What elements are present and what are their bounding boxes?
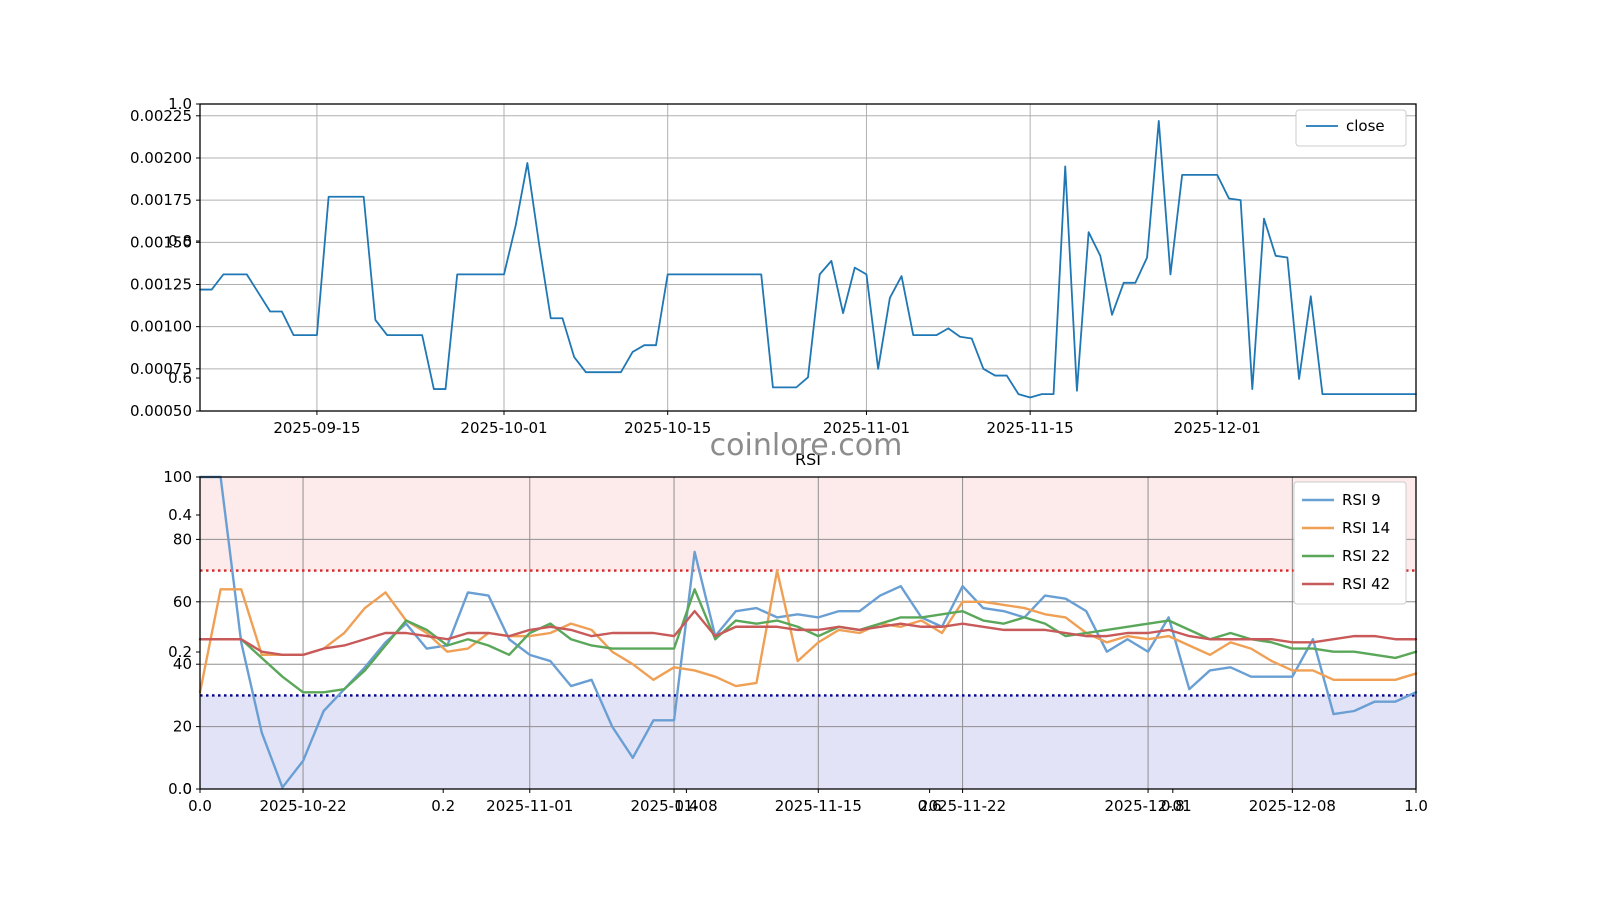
price-ytick-label-5: 0.00175 bbox=[130, 191, 192, 209]
price-legend: close bbox=[1295, 109, 1407, 147]
rsi-xtick-label-6: 2025-12-08 bbox=[1249, 797, 1336, 815]
price-xtick-label-2: 2025-10-15 bbox=[624, 419, 711, 437]
overlay-ytick-label-5: 1.0 bbox=[168, 95, 192, 113]
overlay-ytick-label-4: 0.8 bbox=[168, 232, 192, 250]
overlay-xtick-label-3: 0.6 bbox=[918, 797, 942, 815]
price-ytick-label-3: 0.00125 bbox=[130, 275, 192, 293]
price-ytick-label-0: 0.00050 bbox=[130, 402, 192, 420]
rsi-ytick-label-5: 100 bbox=[163, 468, 192, 486]
rsi-ytick-label-0: 0 bbox=[182, 780, 192, 798]
price-xtick-label-4: 2025-11-15 bbox=[987, 419, 1074, 437]
rsi-legend-label-2: RSI 22 bbox=[1342, 547, 1390, 565]
rsi-ytick-label-4: 80 bbox=[173, 530, 192, 548]
rsi-legend-box bbox=[1293, 481, 1407, 605]
tick-label-layer: 0.000500.000750.001000.001250.001500.001… bbox=[130, 95, 1428, 815]
rsi-xtick-label-5: 2025-12-01 bbox=[1104, 797, 1191, 815]
rsi-panel-axes bbox=[196, 476, 1417, 793]
price-line-close bbox=[199, 119, 1417, 399]
rsi-overbought-band bbox=[200, 477, 1416, 571]
rsi-axes-frame bbox=[199, 476, 1417, 790]
price-xtick-label-3: 2025-11-01 bbox=[823, 419, 910, 437]
overlay-ytick-label-2: 0.4 bbox=[168, 506, 192, 524]
rsi-ytick-label-2: 40 bbox=[173, 655, 192, 673]
overlay-xtick-label-0: 0.0 bbox=[188, 797, 212, 815]
rsi-panel-title: RSI bbox=[795, 450, 821, 469]
rsi-ytick-label-3: 60 bbox=[173, 593, 192, 611]
price-legend-box bbox=[1295, 109, 1407, 147]
rsi-xtick-label-1: 2025-11-01 bbox=[486, 797, 573, 815]
price-ytick-label-2: 0.00100 bbox=[130, 318, 192, 336]
rsi-xtick-label-3: 2025-11-15 bbox=[775, 797, 862, 815]
price-ytick-label-7: 0.00225 bbox=[130, 107, 192, 125]
rsi-legend: RSI 9 RSI 14 RSI 22 RSI 42 bbox=[1293, 481, 1407, 605]
rsi-line-rsi-42 bbox=[198, 609, 1418, 657]
rsi-legend-label-0: RSI 9 bbox=[1342, 491, 1381, 509]
price-panel-grid bbox=[200, 104, 1416, 412]
rsi-xtick-label-0: 2025-10-22 bbox=[259, 797, 346, 815]
rsi-line-rsi-14 bbox=[198, 569, 1418, 694]
rsi-xtick-label-4: 2025-11-22 bbox=[919, 797, 1006, 815]
price-xtick-label-5: 2025-12-01 bbox=[1174, 419, 1261, 437]
price-series-layer bbox=[199, 119, 1417, 399]
price-panel-background bbox=[200, 104, 1416, 411]
rsi-ytick-label-1: 20 bbox=[173, 718, 192, 736]
rsi-line-rsi-9 bbox=[198, 475, 1418, 789]
price-ytick-label-1: 0.00075 bbox=[130, 360, 192, 378]
watermark-coinlore: coinlore.com bbox=[710, 428, 903, 463]
rsi-oversold-band bbox=[200, 695, 1416, 789]
overlay-xtick-label-2: 0.4 bbox=[674, 797, 698, 815]
rsi-series-layer bbox=[198, 475, 1418, 789]
price-plot-area bbox=[200, 104, 1416, 411]
price-axes-frame bbox=[199, 103, 1417, 412]
legend-layer: close RSI 9 RSI 14 RSI 22 RSI 42 bbox=[1293, 109, 1407, 605]
overlay-xtick-label-5: 1.0 bbox=[1404, 797, 1428, 815]
rsi-xtick-label-2: 2025-11-08 bbox=[630, 797, 717, 815]
price-ytick-label-6: 0.00200 bbox=[130, 149, 192, 167]
rsi-legend-label-1: RSI 14 bbox=[1342, 519, 1390, 537]
watermark-layer: coinlore.com bbox=[710, 428, 903, 463]
price-xtick-label-1: 2025-10-01 bbox=[460, 419, 547, 437]
price-panel-axes bbox=[196, 103, 1417, 415]
overlay-xtick-label-1: 0.2 bbox=[431, 797, 455, 815]
overlay-ytick-label-0: 0.0 bbox=[168, 780, 192, 798]
rsi-legend-label-3: RSI 42 bbox=[1342, 575, 1390, 593]
price-xtick-label-0: 2025-09-15 bbox=[273, 419, 360, 437]
overlay-ytick-label-1: 0.2 bbox=[168, 643, 192, 661]
price-legend-label-0: close bbox=[1346, 117, 1385, 135]
overlay-ytick-label-3: 0.6 bbox=[168, 369, 192, 387]
overlay-xtick-label-4: 0.8 bbox=[1161, 797, 1185, 815]
price-ytick-label-4: 0.00150 bbox=[130, 233, 192, 251]
